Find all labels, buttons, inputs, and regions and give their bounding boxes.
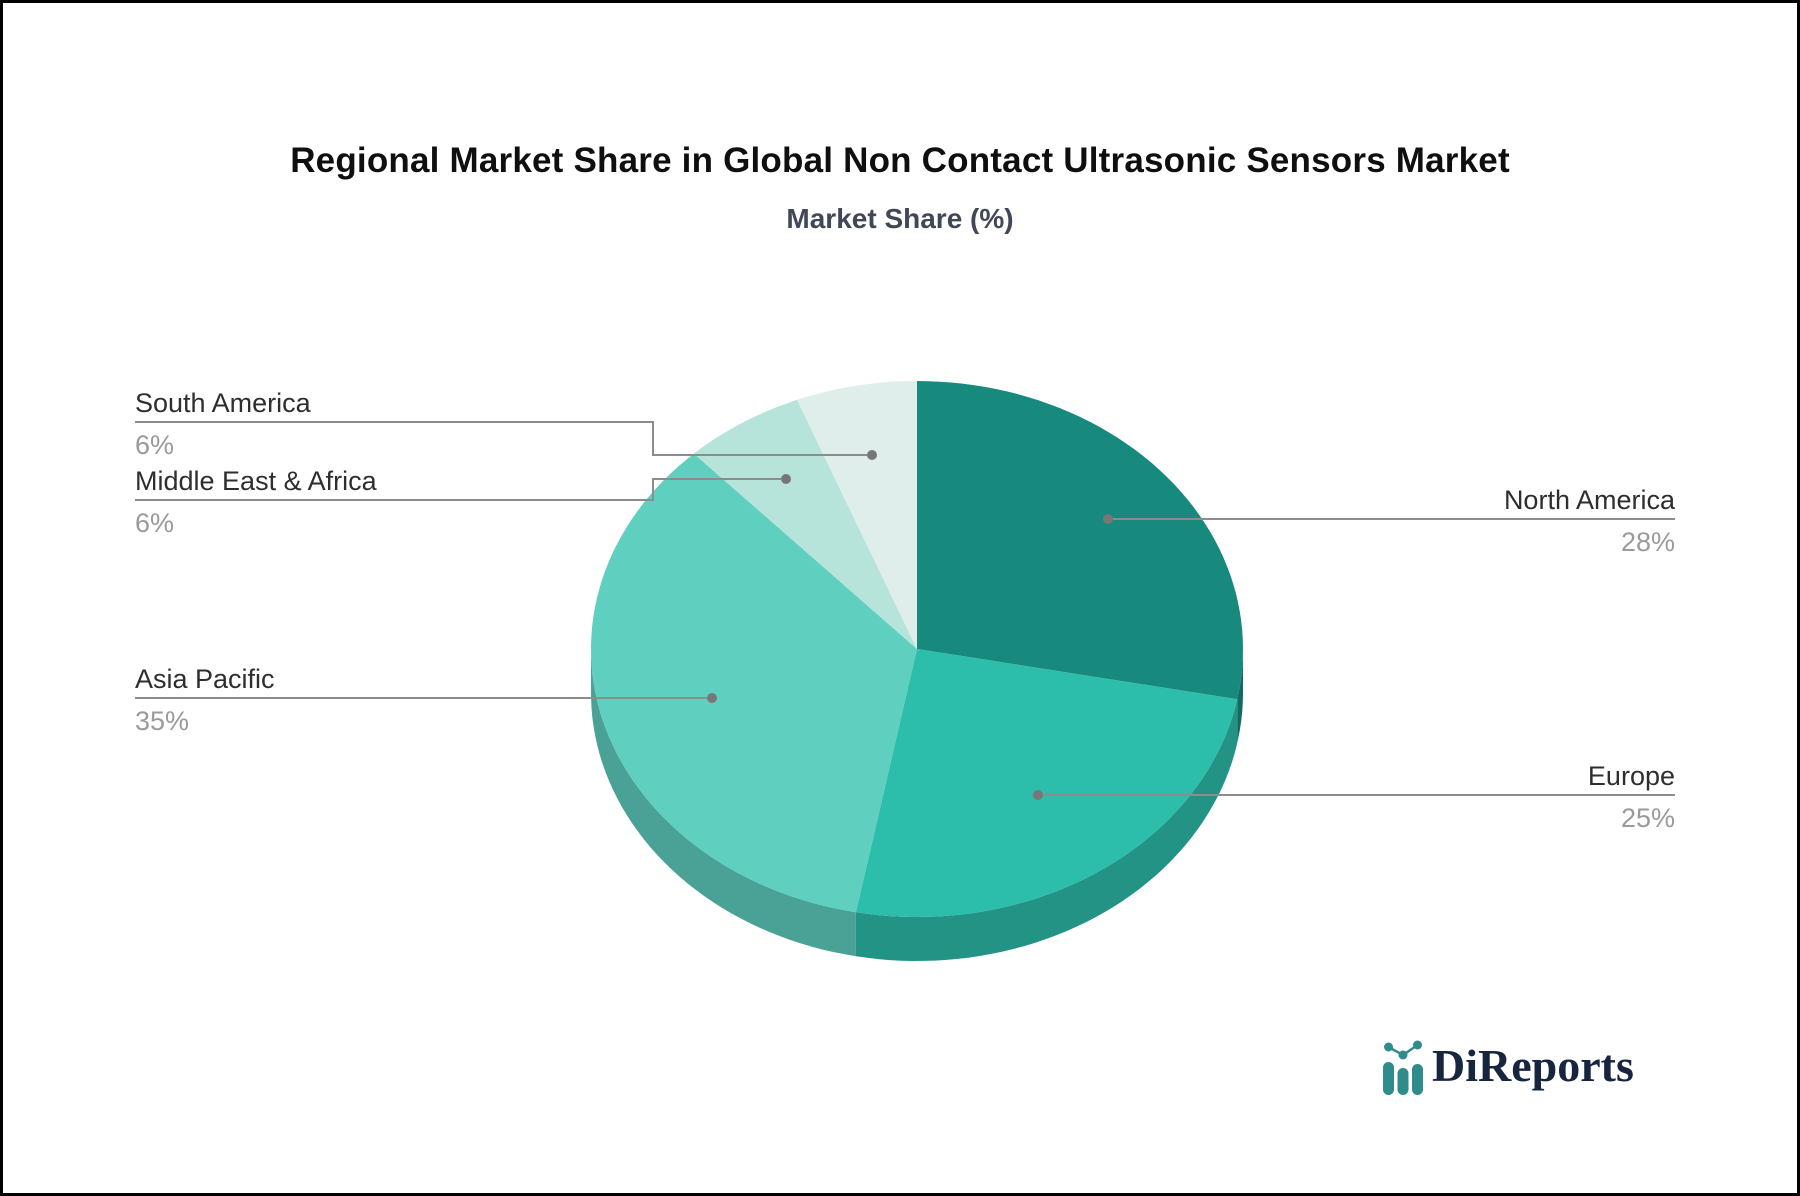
chart-subtitle: Market Share (%) — [786, 203, 1014, 234]
pie-slice-side-north-america[interactable] — [1237, 649, 1243, 744]
chart-title: Regional Market Share in Global Non Cont… — [290, 141, 1510, 180]
callout-dot — [1033, 790, 1043, 800]
callout-dot — [707, 693, 717, 703]
bar-line-chart-icon — [1383, 1040, 1423, 1095]
slice-pct-south-america: 6% — [135, 430, 175, 460]
slice-label-middle-east-africa: Middle East & Africa — [135, 466, 377, 496]
pie-slice-asia-pacific[interactable] — [591, 453, 917, 913]
callout-dot — [781, 474, 791, 484]
direports-logo: DiReports — [1381, 1037, 1634, 1095]
slice-label-north-america: North America — [1503, 485, 1675, 515]
pie-slice-south-america[interactable] — [797, 381, 917, 649]
pie-slice-north-america[interactable] — [917, 381, 1243, 700]
slice-label-europe: Europe — [1587, 761, 1675, 791]
callout-line — [135, 478, 781, 501]
callout-dot — [1103, 514, 1113, 524]
slice-label-asia-pacific: Asia Pacific — [135, 664, 275, 694]
callout-dot — [867, 450, 877, 460]
logo-text: DiReports — [1432, 1040, 1634, 1091]
callout-line — [135, 421, 867, 456]
slice-pct-north-america: 28% — [1620, 527, 1675, 557]
pie-slice-side-europe[interactable] — [855, 699, 1238, 961]
slice-pct-asia-pacific: 35% — [135, 706, 190, 736]
pie-slice-europe[interactable] — [855, 649, 1238, 917]
pie-slice-side-asia-pacific[interactable] — [591, 649, 856, 957]
slice-pct-europe: 25% — [1620, 803, 1675, 833]
slice-label-south-america: South America — [135, 388, 311, 418]
pie-slice-middle-east-africa[interactable] — [693, 399, 917, 649]
slice-pct-middle-east-africa: 6% — [135, 508, 175, 538]
pie-chart-svg — [135, 381, 1675, 961]
